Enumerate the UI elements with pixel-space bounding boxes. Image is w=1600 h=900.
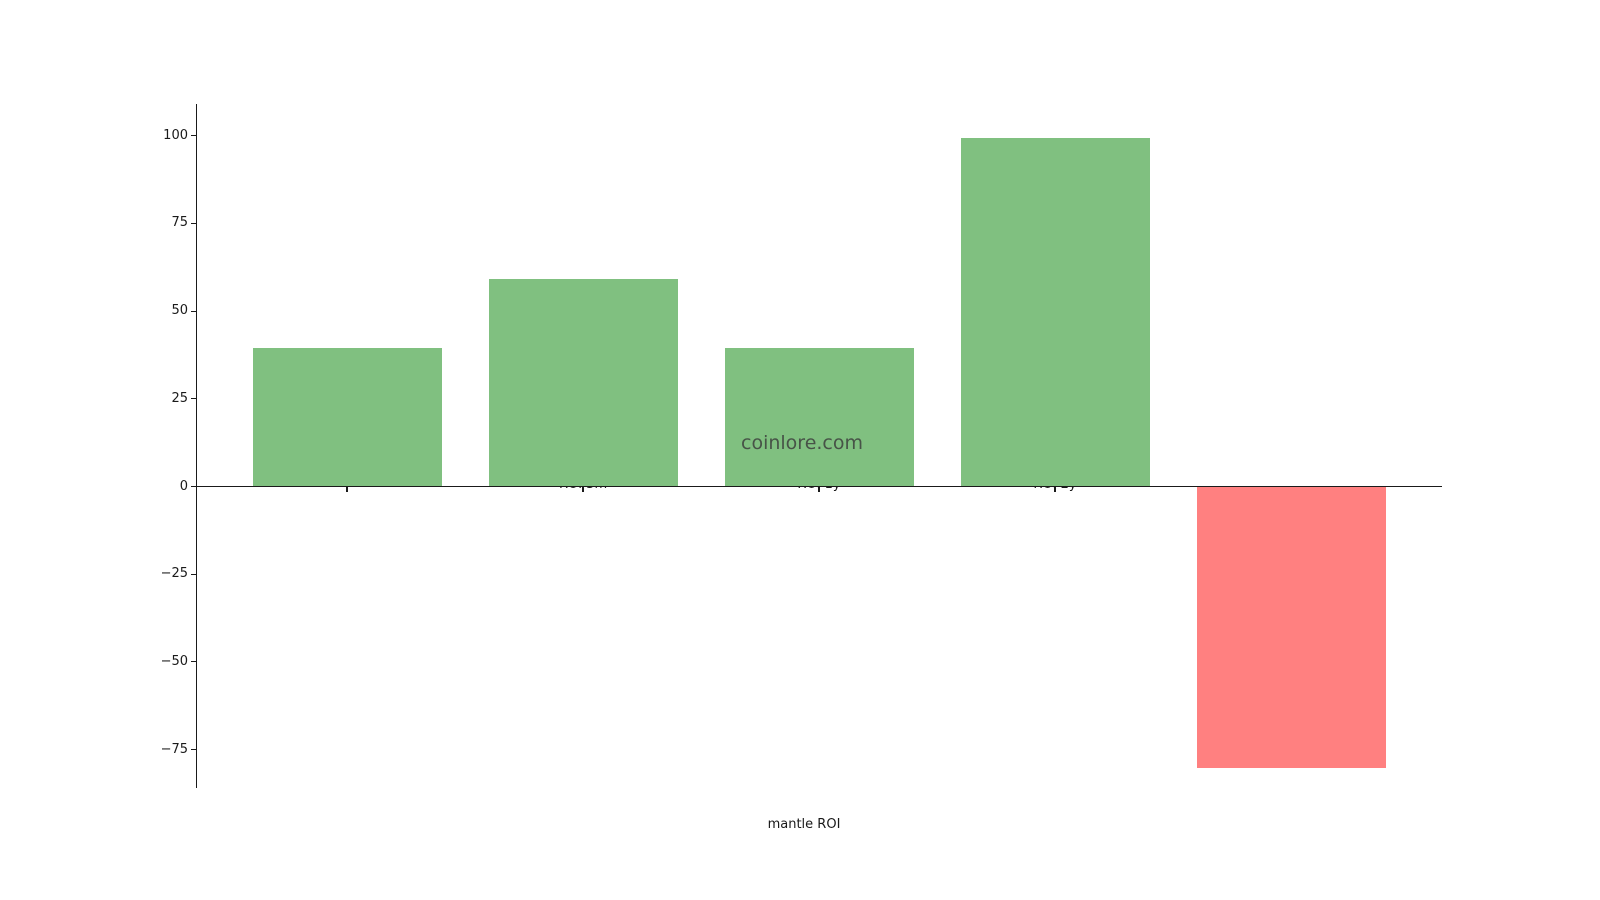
y-tick-label: 25	[171, 390, 188, 406]
x-tick-mark	[818, 486, 820, 492]
y-tick-label: 100	[163, 127, 188, 143]
bar-roi-1y	[724, 347, 914, 487]
y-tick-mark	[191, 310, 196, 312]
y-tick-mark	[191, 222, 196, 224]
x-tick-mark	[346, 486, 348, 492]
y-tick-label: −25	[160, 566, 188, 582]
y-tick-label: −50	[160, 653, 188, 669]
x-axis-title: mantle ROI	[767, 817, 841, 832]
watermark: coinlore.com	[741, 432, 863, 454]
y-tick-label: −75	[160, 741, 188, 757]
y-axis-spine	[195, 104, 197, 788]
y-tick-label: 0	[179, 478, 188, 494]
y-tick-mark	[191, 661, 196, 663]
y-tick-mark	[191, 573, 196, 575]
y-tick-label: 75	[171, 215, 188, 231]
bar-series-0	[252, 347, 442, 487]
y-tick-mark	[191, 135, 196, 137]
x-axis-line	[196, 486, 1442, 488]
y-tick-mark	[191, 749, 196, 751]
y-tick-mark	[191, 485, 196, 488]
x-tick-mark	[1054, 486, 1056, 492]
x-tick-mark	[582, 486, 584, 492]
y-tick-mark	[191, 398, 196, 400]
y-tick-label: 50	[171, 303, 188, 319]
bar-series-4	[1196, 486, 1386, 768]
bar-roi-3m	[488, 278, 678, 487]
bar-roi-2y	[960, 138, 1150, 487]
